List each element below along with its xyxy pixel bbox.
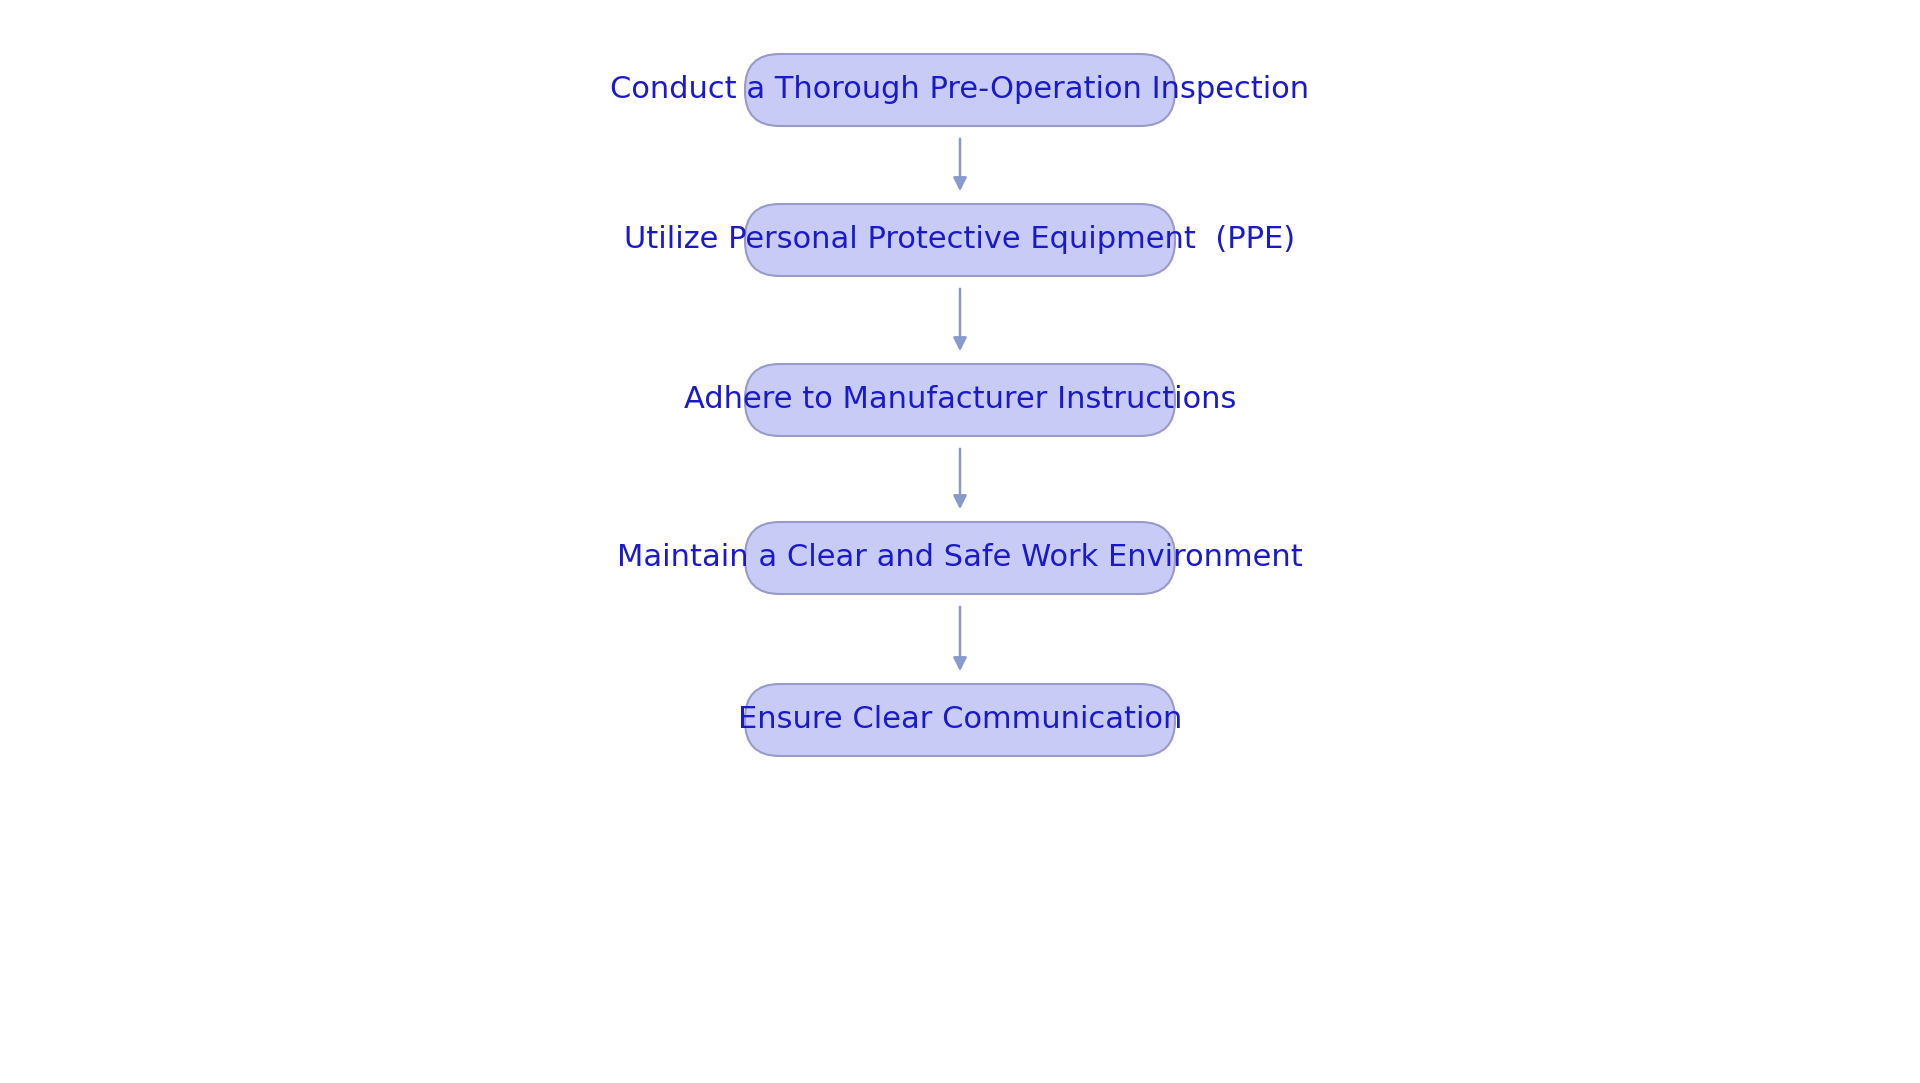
FancyBboxPatch shape xyxy=(745,684,1175,756)
Text: Conduct a Thorough Pre-Operation Inspection: Conduct a Thorough Pre-Operation Inspect… xyxy=(611,76,1309,104)
FancyBboxPatch shape xyxy=(745,54,1175,126)
Text: Maintain a Clear and Safe Work Environment: Maintain a Clear and Safe Work Environme… xyxy=(616,544,1304,573)
Text: Utilize Personal Protective Equipment  (PPE): Utilize Personal Protective Equipment (P… xyxy=(624,225,1296,255)
Text: Ensure Clear Communication: Ensure Clear Communication xyxy=(737,705,1183,734)
Text: Adhere to Manufacturer Instructions: Adhere to Manufacturer Instructions xyxy=(684,386,1236,415)
FancyBboxPatch shape xyxy=(745,204,1175,276)
FancyBboxPatch shape xyxy=(745,364,1175,436)
FancyBboxPatch shape xyxy=(745,522,1175,593)
